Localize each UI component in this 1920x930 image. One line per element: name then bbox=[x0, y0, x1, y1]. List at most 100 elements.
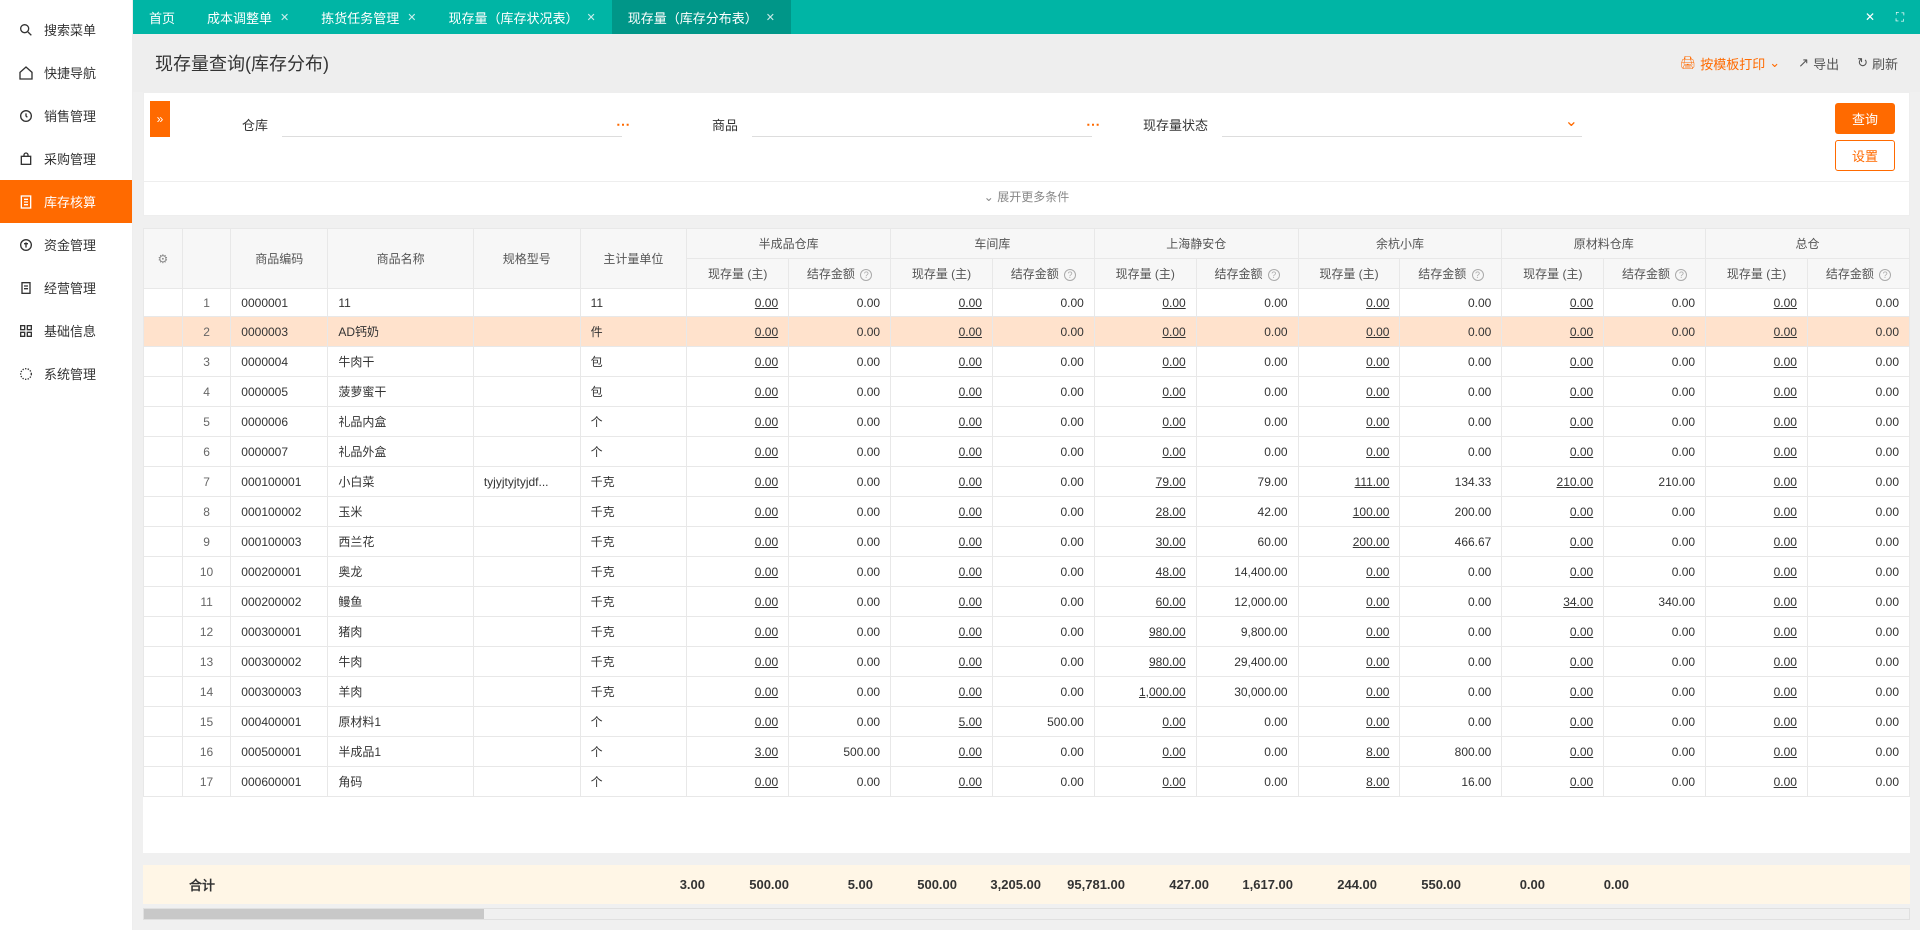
sidebar-item-4[interactable]: 库存核算 bbox=[0, 180, 132, 223]
table-row[interactable]: 14000300003羊肉千克0.000.000.000.001,000.003… bbox=[144, 677, 1910, 707]
cell-value[interactable]: 0.00 bbox=[891, 737, 993, 767]
cell-value[interactable]: 0.00 bbox=[687, 467, 789, 497]
sidebar-item-7[interactable]: 基础信息 bbox=[0, 309, 132, 352]
cell-value[interactable]: 0.00 bbox=[1706, 737, 1808, 767]
collapse-filters-button[interactable]: » bbox=[150, 101, 170, 137]
table-row[interactable]: 40000005菠萝蜜干包0.000.000.000.000.000.000.0… bbox=[144, 377, 1910, 407]
cell-value[interactable]: 0.00 bbox=[1706, 377, 1808, 407]
cell-value[interactable]: 0.00 bbox=[687, 677, 789, 707]
sidebar-item-0[interactable]: 搜索菜单 bbox=[0, 8, 132, 51]
cell-value[interactable]: 0.00 bbox=[687, 527, 789, 557]
cell-value[interactable]: 0.00 bbox=[1502, 527, 1604, 557]
cell-value[interactable]: 0.00 bbox=[891, 497, 993, 527]
more-icon[interactable]: ⋯ bbox=[616, 116, 630, 133]
cell-value[interactable]: 0.00 bbox=[687, 407, 789, 437]
table-row[interactable]: 1000000111110.000.000.000.000.000.000.00… bbox=[144, 289, 1910, 317]
cell-value[interactable]: 0.00 bbox=[687, 587, 789, 617]
cell-value[interactable]: 0.00 bbox=[1094, 437, 1196, 467]
cell-value[interactable]: 34.00 bbox=[1502, 587, 1604, 617]
cell-value[interactable]: 0.00 bbox=[891, 437, 993, 467]
setting-button[interactable]: 设置 bbox=[1835, 140, 1895, 171]
cell-value[interactable]: 0.00 bbox=[1298, 437, 1400, 467]
cell-value[interactable]: 0.00 bbox=[1502, 497, 1604, 527]
table-row[interactable]: 11000200002鳗鱼千克0.000.000.000.0060.0012,0… bbox=[144, 587, 1910, 617]
cell-value[interactable]: 0.00 bbox=[891, 587, 993, 617]
cell-value[interactable]: 0.00 bbox=[891, 467, 993, 497]
cell-value[interactable]: 0.00 bbox=[1706, 437, 1808, 467]
cell-value[interactable]: 0.00 bbox=[1502, 407, 1604, 437]
cell-value[interactable]: 0.00 bbox=[1094, 347, 1196, 377]
cell-value[interactable]: 0.00 bbox=[687, 377, 789, 407]
cell-value[interactable]: 111.00 bbox=[1298, 467, 1400, 497]
cell-value[interactable]: 0.00 bbox=[1706, 527, 1808, 557]
help-icon[interactable]: ? bbox=[860, 269, 872, 281]
help-icon[interactable]: ? bbox=[1064, 269, 1076, 281]
cell-value[interactable]: 0.00 bbox=[687, 767, 789, 797]
cell-value[interactable]: 1,000.00 bbox=[1094, 677, 1196, 707]
close-icon[interactable]: ✕ bbox=[766, 11, 775, 24]
cell-value[interactable]: 0.00 bbox=[1502, 647, 1604, 677]
cell-value[interactable]: 3.00 bbox=[687, 737, 789, 767]
help-icon[interactable]: ? bbox=[1472, 269, 1484, 281]
cell-value[interactable]: 0.00 bbox=[1502, 677, 1604, 707]
cell-value[interactable]: 8.00 bbox=[1298, 767, 1400, 797]
cell-value[interactable]: 0.00 bbox=[1706, 467, 1808, 497]
cell-value[interactable]: 0.00 bbox=[1502, 347, 1604, 377]
cell-value[interactable]: 0.00 bbox=[687, 617, 789, 647]
query-button[interactable]: 查询 bbox=[1835, 103, 1895, 134]
cell-value[interactable]: 0.00 bbox=[687, 557, 789, 587]
cell-value[interactable]: 0.00 bbox=[1298, 707, 1400, 737]
cell-value[interactable]: 0.00 bbox=[687, 647, 789, 677]
table-row[interactable]: 15000400001原材料1个0.000.005.00500.000.000.… bbox=[144, 707, 1910, 737]
cell-value[interactable]: 28.00 bbox=[1094, 497, 1196, 527]
table-row[interactable]: 10000200001奥龙千克0.000.000.000.0048.0014,4… bbox=[144, 557, 1910, 587]
table-row[interactable]: 7000100001小白菜tyjyjtyjtyjdf...千克0.000.000… bbox=[144, 467, 1910, 497]
help-icon[interactable]: ? bbox=[1675, 269, 1687, 281]
table-row[interactable]: 12000300001猪肉千克0.000.000.000.00980.009,8… bbox=[144, 617, 1910, 647]
cell-value[interactable]: 0.00 bbox=[1706, 677, 1808, 707]
cell-value[interactable]: 0.00 bbox=[1298, 617, 1400, 647]
cell-value[interactable]: 0.00 bbox=[1094, 767, 1196, 797]
cell-value[interactable]: 0.00 bbox=[891, 347, 993, 377]
sidebar-item-1[interactable]: 快捷导航 bbox=[0, 51, 132, 94]
cell-value[interactable]: 0.00 bbox=[1502, 737, 1604, 767]
table-row[interactable]: 30000004牛肉干包0.000.000.000.000.000.000.00… bbox=[144, 347, 1910, 377]
table-row[interactable]: 60000007礼品外盒个0.000.000.000.000.000.000.0… bbox=[144, 437, 1910, 467]
cell-value[interactable]: 0.00 bbox=[1094, 407, 1196, 437]
cell-value[interactable]: 0.00 bbox=[1706, 347, 1808, 377]
cell-value[interactable]: 0.00 bbox=[1094, 289, 1196, 317]
table-row[interactable]: 8000100002玉米千克0.000.000.000.0028.0042.00… bbox=[144, 497, 1910, 527]
cell-value[interactable]: 0.00 bbox=[1298, 407, 1400, 437]
cell-value[interactable]: 0.00 bbox=[1502, 707, 1604, 737]
cell-value[interactable]: 0.00 bbox=[687, 317, 789, 347]
cell-value[interactable]: 0.00 bbox=[687, 497, 789, 527]
cell-value[interactable]: 100.00 bbox=[1298, 497, 1400, 527]
cell-value[interactable]: 30.00 bbox=[1094, 527, 1196, 557]
table-row[interactable]: 50000006礼品内盒个0.000.000.000.000.000.000.0… bbox=[144, 407, 1910, 437]
sidebar-item-2[interactable]: 销售管理 bbox=[0, 94, 132, 137]
cell-value[interactable]: 0.00 bbox=[1502, 617, 1604, 647]
cell-value[interactable]: 0.00 bbox=[687, 289, 789, 317]
more-icon[interactable]: ⋯ bbox=[1086, 116, 1100, 133]
cell-value[interactable]: 0.00 bbox=[891, 527, 993, 557]
cell-value[interactable]: 0.00 bbox=[1298, 677, 1400, 707]
cell-value[interactable]: 0.00 bbox=[1298, 317, 1400, 347]
cell-value[interactable]: 0.00 bbox=[1502, 557, 1604, 587]
cell-value[interactable]: 60.00 bbox=[1094, 587, 1196, 617]
cell-value[interactable]: 0.00 bbox=[1706, 767, 1808, 797]
table-row[interactable]: 9000100003西兰花千克0.000.000.000.0030.0060.0… bbox=[144, 527, 1910, 557]
cell-value[interactable]: 0.00 bbox=[891, 407, 993, 437]
cell-value[interactable]: 0.00 bbox=[1502, 317, 1604, 347]
cell-value[interactable]: 0.00 bbox=[687, 707, 789, 737]
print-button[interactable]: 🖨按模板打印 ⌄ bbox=[1680, 54, 1780, 73]
cell-value[interactable]: 210.00 bbox=[1502, 467, 1604, 497]
gear-icon[interactable]: ⚙ bbox=[144, 229, 183, 289]
cell-value[interactable]: 0.00 bbox=[1706, 587, 1808, 617]
sidebar-item-6[interactable]: 经营管理 bbox=[0, 266, 132, 309]
cell-value[interactable]: 0.00 bbox=[1706, 317, 1808, 347]
table-row[interactable]: 17000600001角码个0.000.000.000.000.000.008.… bbox=[144, 767, 1910, 797]
horizontal-scrollbar[interactable] bbox=[143, 908, 1910, 920]
cell-value[interactable]: 5.00 bbox=[891, 707, 993, 737]
cell-value[interactable]: 0.00 bbox=[1094, 737, 1196, 767]
cell-value[interactable]: 0.00 bbox=[687, 347, 789, 377]
